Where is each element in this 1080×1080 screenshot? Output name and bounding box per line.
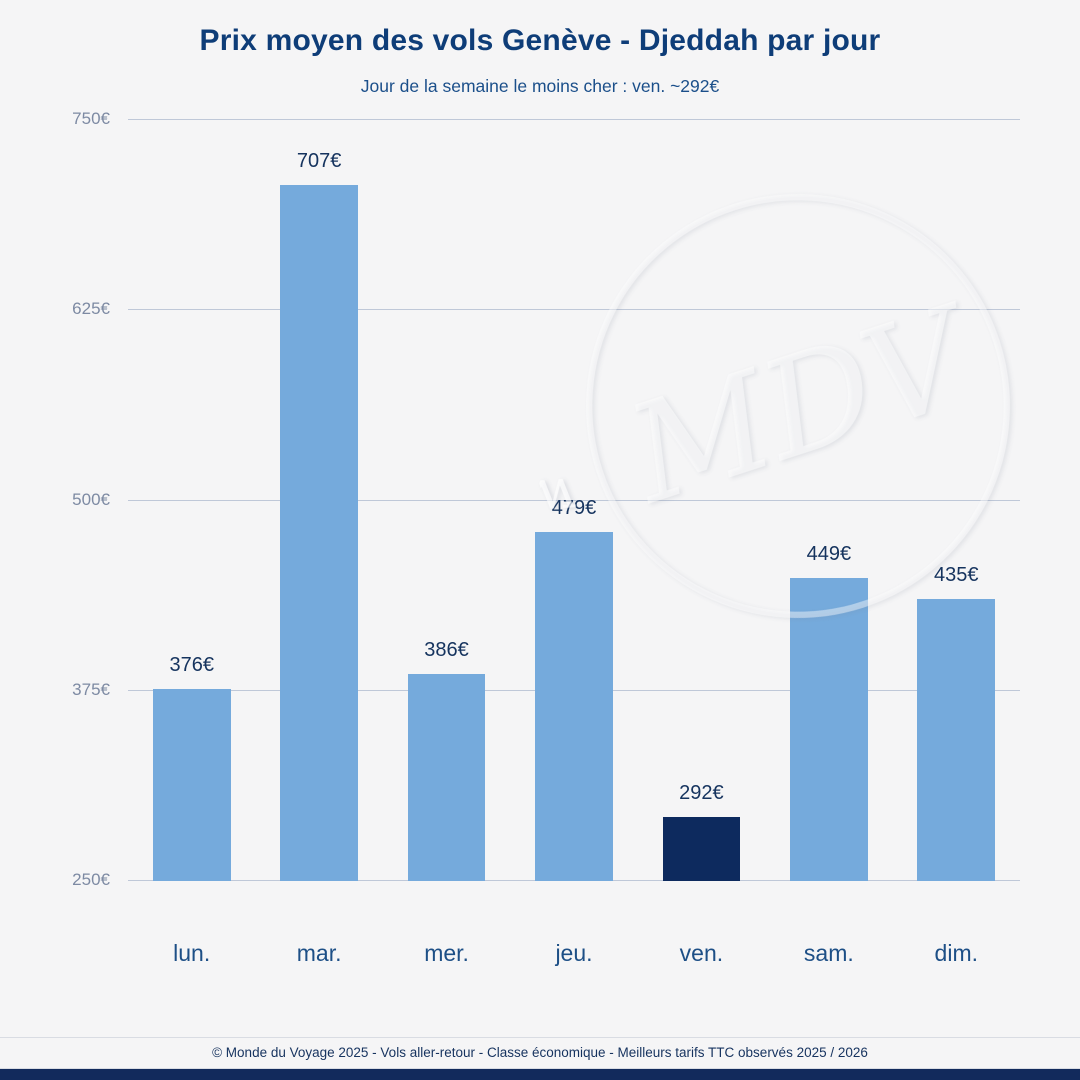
bar-dim xyxy=(917,599,996,881)
bar-value-ven: 292€ xyxy=(679,782,724,805)
x-label-lun: lun. xyxy=(173,940,211,966)
y-tick-label-375: 375€ xyxy=(72,679,110,699)
footer-text: © Monde du Voyage 2025 - Vols aller-reto… xyxy=(0,1037,1080,1069)
y-tick-label-250: 250€ xyxy=(72,870,110,889)
page-subtitle: Jour de la semaine le moins cher : ven. … xyxy=(360,76,720,96)
bar-column-mer: 386€ xyxy=(383,120,510,881)
bar-mer xyxy=(407,674,486,881)
bar-column-lun: 376€ xyxy=(128,120,255,881)
bar-lun xyxy=(152,689,231,881)
y-axis: 250€ 375€ 500€ 625€ 750€ xyxy=(30,109,110,889)
y-tick-label-500: 500€ xyxy=(72,489,110,509)
footer: © Monde du Voyage 2025 - Vols aller-reto… xyxy=(0,1037,1080,1080)
bar-mar xyxy=(280,185,358,881)
bar-column-dim: 435€ xyxy=(893,120,1020,881)
gridline-500 xyxy=(128,499,1020,501)
x-label-dim: dim. xyxy=(934,940,978,966)
page-title: Prix moyen des vols Genève - Djeddah par… xyxy=(199,24,881,57)
bar-value-mar: 707€ xyxy=(296,150,342,173)
bar-column-sam: 449€ xyxy=(765,120,892,881)
footer-strip xyxy=(0,1069,1080,1080)
x-label-jeu: jeu. xyxy=(555,940,593,966)
bar-value-sam: 449€ xyxy=(806,543,852,566)
x-label-mar: mar. xyxy=(296,940,342,966)
x-label-sam: sam. xyxy=(803,940,854,966)
x-axis: lun. mar. mer. jeu. ven. sam. dim. xyxy=(128,940,1020,980)
x-label-ven: ven. xyxy=(679,940,724,966)
bar-value-mer: 386€ xyxy=(424,639,469,662)
bar-value-dim: 435€ xyxy=(934,564,979,587)
bar-value-jeu: 479€ xyxy=(551,497,597,520)
bar-value-lun: 376€ xyxy=(169,654,214,677)
bar-jeu xyxy=(535,532,613,881)
bar-column-ven: 292€ xyxy=(638,120,765,881)
gridline-750 xyxy=(128,119,1020,120)
plot-area: 376€ 707€ 386€ 479€ 292€ 449€ 435€ xyxy=(128,119,1020,881)
bar-column-mar: 707€ xyxy=(255,120,382,881)
bar-sam xyxy=(789,578,868,881)
gridline-625 xyxy=(128,309,1020,311)
bar-column-jeu: 479€ xyxy=(510,120,637,881)
x-label-mer: mer. xyxy=(424,940,469,966)
bar-ven xyxy=(662,817,741,881)
y-tick-label-625: 625€ xyxy=(72,299,110,319)
y-tick-label-750: 750€ xyxy=(72,109,110,128)
